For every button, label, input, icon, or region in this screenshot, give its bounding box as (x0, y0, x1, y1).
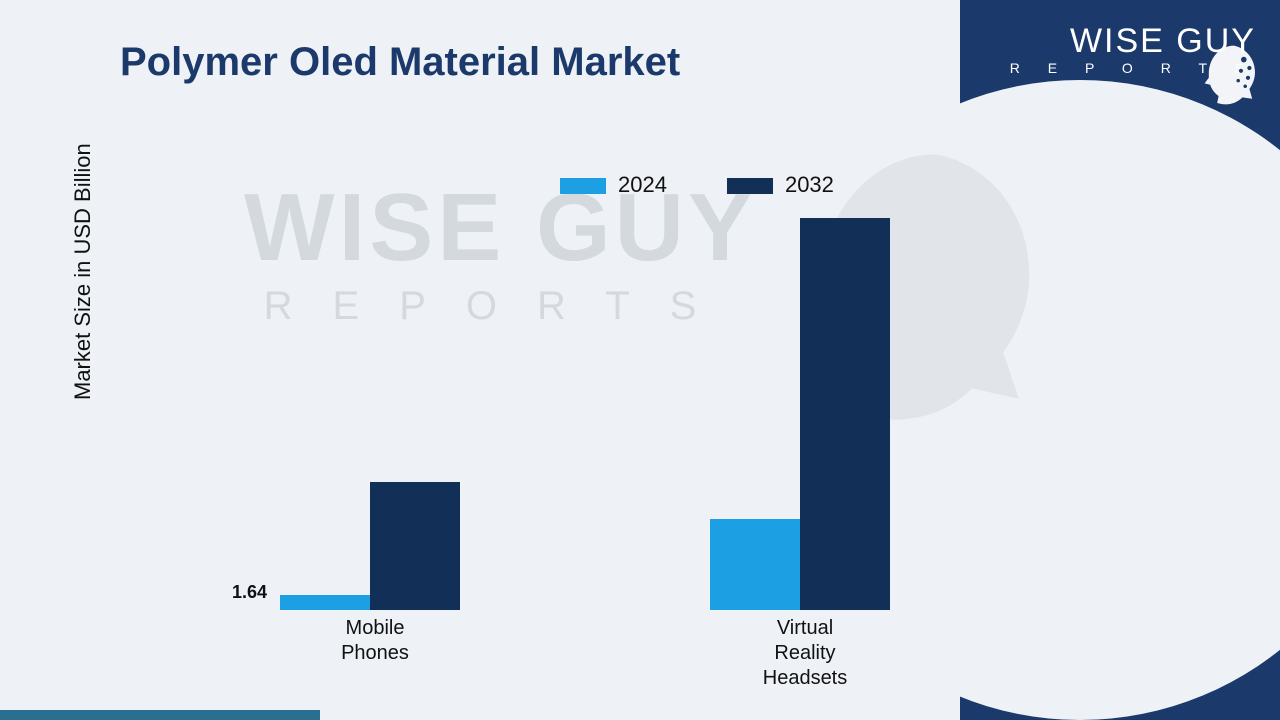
legend-label-2032: 2032 (785, 172, 834, 197)
plot-area: MobilePhonesVirtualRealityHeadsets1.64 (110, 200, 960, 610)
category-label: VirtualRealityHeadsets (705, 610, 905, 691)
legend-swatch-2024 (560, 178, 606, 194)
brand-head-icon (1192, 40, 1262, 110)
chart-page: WISE GUY R E P O R T S Polymer Oled Mate… (0, 0, 1280, 720)
bar (280, 595, 370, 610)
y-axis-label: Market Size in USD Billion (70, 143, 96, 400)
bar (710, 519, 800, 610)
brand-logo: WISE GUY R E P O R T S (1010, 24, 1256, 76)
legend-item-2024: 2024 (560, 172, 667, 198)
legend-item-2032: 2032 (727, 172, 834, 198)
legend: 2024 2032 (560, 172, 834, 198)
legend-swatch-2032 (727, 178, 773, 194)
chart-title: Polymer Oled Material Market (120, 40, 680, 85)
value-label: 1.64 (232, 582, 267, 603)
bar (800, 218, 890, 610)
bar (370, 482, 460, 610)
category-label: MobilePhones (275, 610, 475, 666)
legend-label-2024: 2024 (618, 172, 667, 197)
bottom-accent-bar (0, 710, 320, 720)
